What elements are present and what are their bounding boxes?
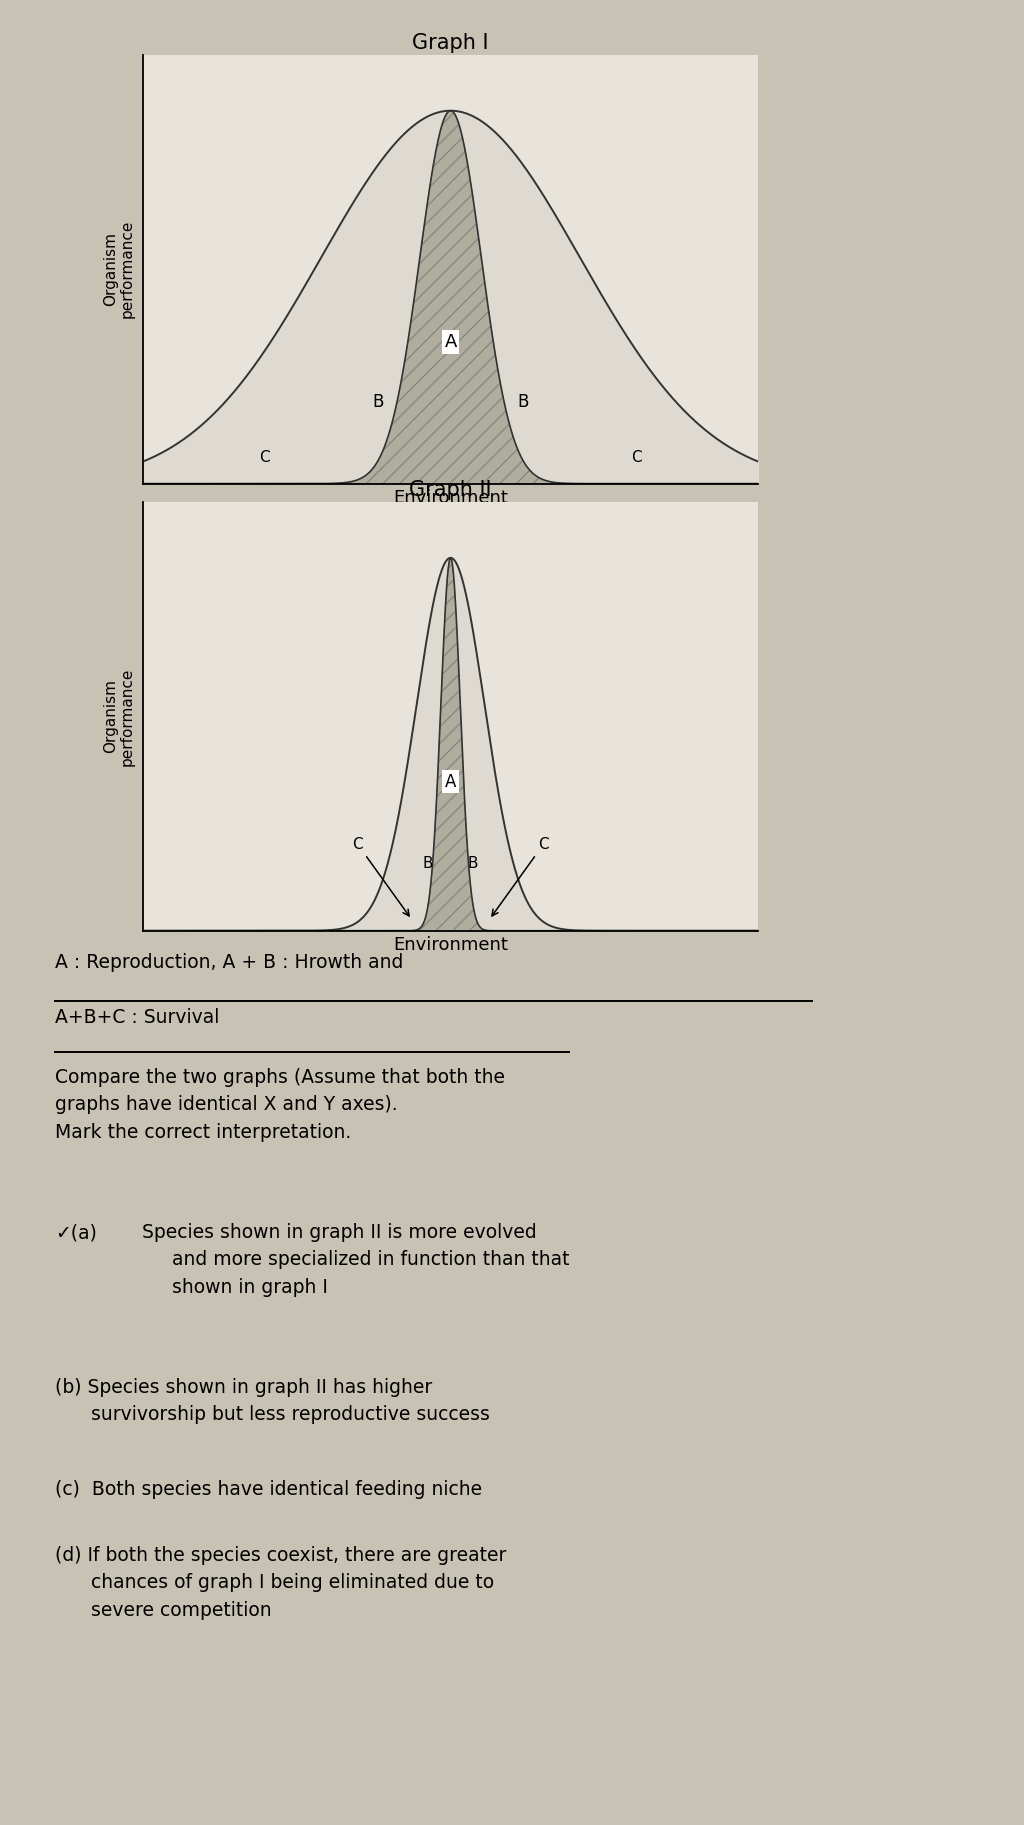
Text: A : Reproduction, A + B : Hrowth and: A : Reproduction, A + B : Hrowth and (55, 953, 403, 973)
X-axis label: Environment: Environment (393, 489, 508, 507)
Text: A: A (444, 332, 457, 350)
Text: B: B (517, 392, 529, 411)
Y-axis label: Organism
performance: Organism performance (102, 221, 135, 318)
Text: C: C (259, 451, 270, 465)
Text: Compare the two graphs (Assume that both the
graphs have identical X and Y axes): Compare the two graphs (Assume that both… (55, 1068, 505, 1142)
Text: C: C (631, 451, 642, 465)
Title: Graph II: Graph II (410, 480, 492, 500)
Text: B: B (372, 392, 384, 411)
Text: (d) If both the species coexist, there are greater
      chances of graph I bein: (d) If both the species coexist, there a… (55, 1546, 507, 1619)
Text: B: B (468, 856, 478, 871)
Text: A+B+C : Survival: A+B+C : Survival (55, 1007, 219, 1027)
Text: (b) Species shown in graph II has higher
      survivorship but less reproductiv: (b) Species shown in graph II has higher… (55, 1378, 490, 1424)
Text: (c)  Both species have identical feeding niche: (c) Both species have identical feeding … (55, 1480, 482, 1498)
Text: Species shown in graph II is more evolved
      and more specialized in function: Species shown in graph II is more evolve… (136, 1223, 569, 1296)
Text: B: B (423, 856, 433, 871)
Y-axis label: Organism
performance: Organism performance (102, 668, 135, 765)
Text: A: A (444, 772, 457, 790)
Title: Graph I: Graph I (413, 33, 488, 53)
Text: C: C (492, 836, 549, 916)
Text: C: C (352, 836, 410, 916)
X-axis label: Environment: Environment (393, 936, 508, 954)
Text: ✓(a): ✓(a) (55, 1223, 97, 1243)
